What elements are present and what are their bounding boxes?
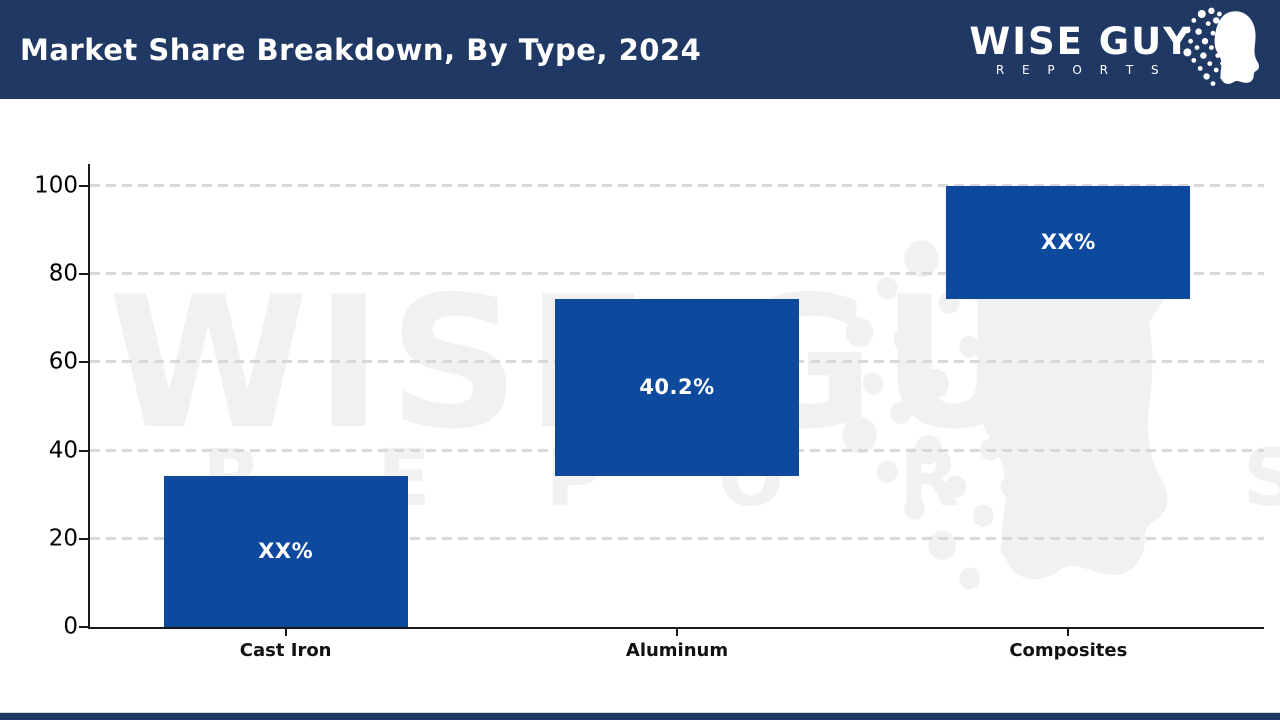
y-axis-tick-label: 20 — [48, 525, 78, 552]
x-axis-tick — [676, 629, 678, 636]
y-axis-tick — [79, 449, 88, 452]
footer-bar — [0, 712, 1280, 720]
y-axis-tick-label: 40 — [48, 437, 78, 464]
x-axis-tick — [284, 629, 287, 636]
y-axis-tick — [79, 185, 88, 188]
y-axis-tick-label: 80 — [48, 260, 78, 287]
y-axis-tick-label: 100 — [34, 172, 78, 199]
wise-guy-reports-logo: WISE GUY R E P O R T S — [969, 6, 1264, 94]
logo-subtitle: R E P O R T S — [995, 62, 1166, 77]
logo-text: WISE GUY R E P O R T S — [969, 23, 1192, 77]
chart-plot-area: WISE GUY R E P O R T S 0 20 40 60 80 100 XX% Ca… — [34, 164, 1280, 661]
bar-composites: XX% — [946, 186, 1191, 299]
header-bar: Market Share Breakdown, By Type, 2024 WI… — [0, 0, 1280, 99]
x-axis-category-label: Cast Iron — [239, 640, 332, 661]
bar-value-label: XX% — [258, 539, 314, 564]
bar-value-label: 40.2% — [639, 375, 715, 400]
bar-aluminum: 40.2% — [555, 298, 799, 476]
y-axis-tick — [79, 273, 88, 276]
gridline — [90, 184, 1264, 188]
bar-cast-iron: XX% — [163, 475, 408, 627]
x-axis-category-label: Aluminum — [625, 640, 729, 661]
dotted-head-icon — [1183, 7, 1260, 86]
y-axis-tick — [79, 626, 88, 628]
bar-value-label: XX% — [1040, 230, 1096, 255]
y-axis-tick-label: 0 — [63, 613, 78, 640]
y-axis-tick — [79, 537, 88, 540]
x-axis-category-label: Composites — [1009, 640, 1128, 661]
y-axis-tick — [79, 361, 88, 364]
y-axis-tick-label: 60 — [48, 348, 78, 375]
gridline — [90, 272, 1264, 276]
x-axis-tick — [1067, 629, 1070, 636]
logo-wordmark: WISE GUY — [969, 19, 1192, 63]
gridline — [90, 536, 1264, 540]
page-title: Market Share Breakdown, By Type, 2024 — [20, 32, 702, 67]
